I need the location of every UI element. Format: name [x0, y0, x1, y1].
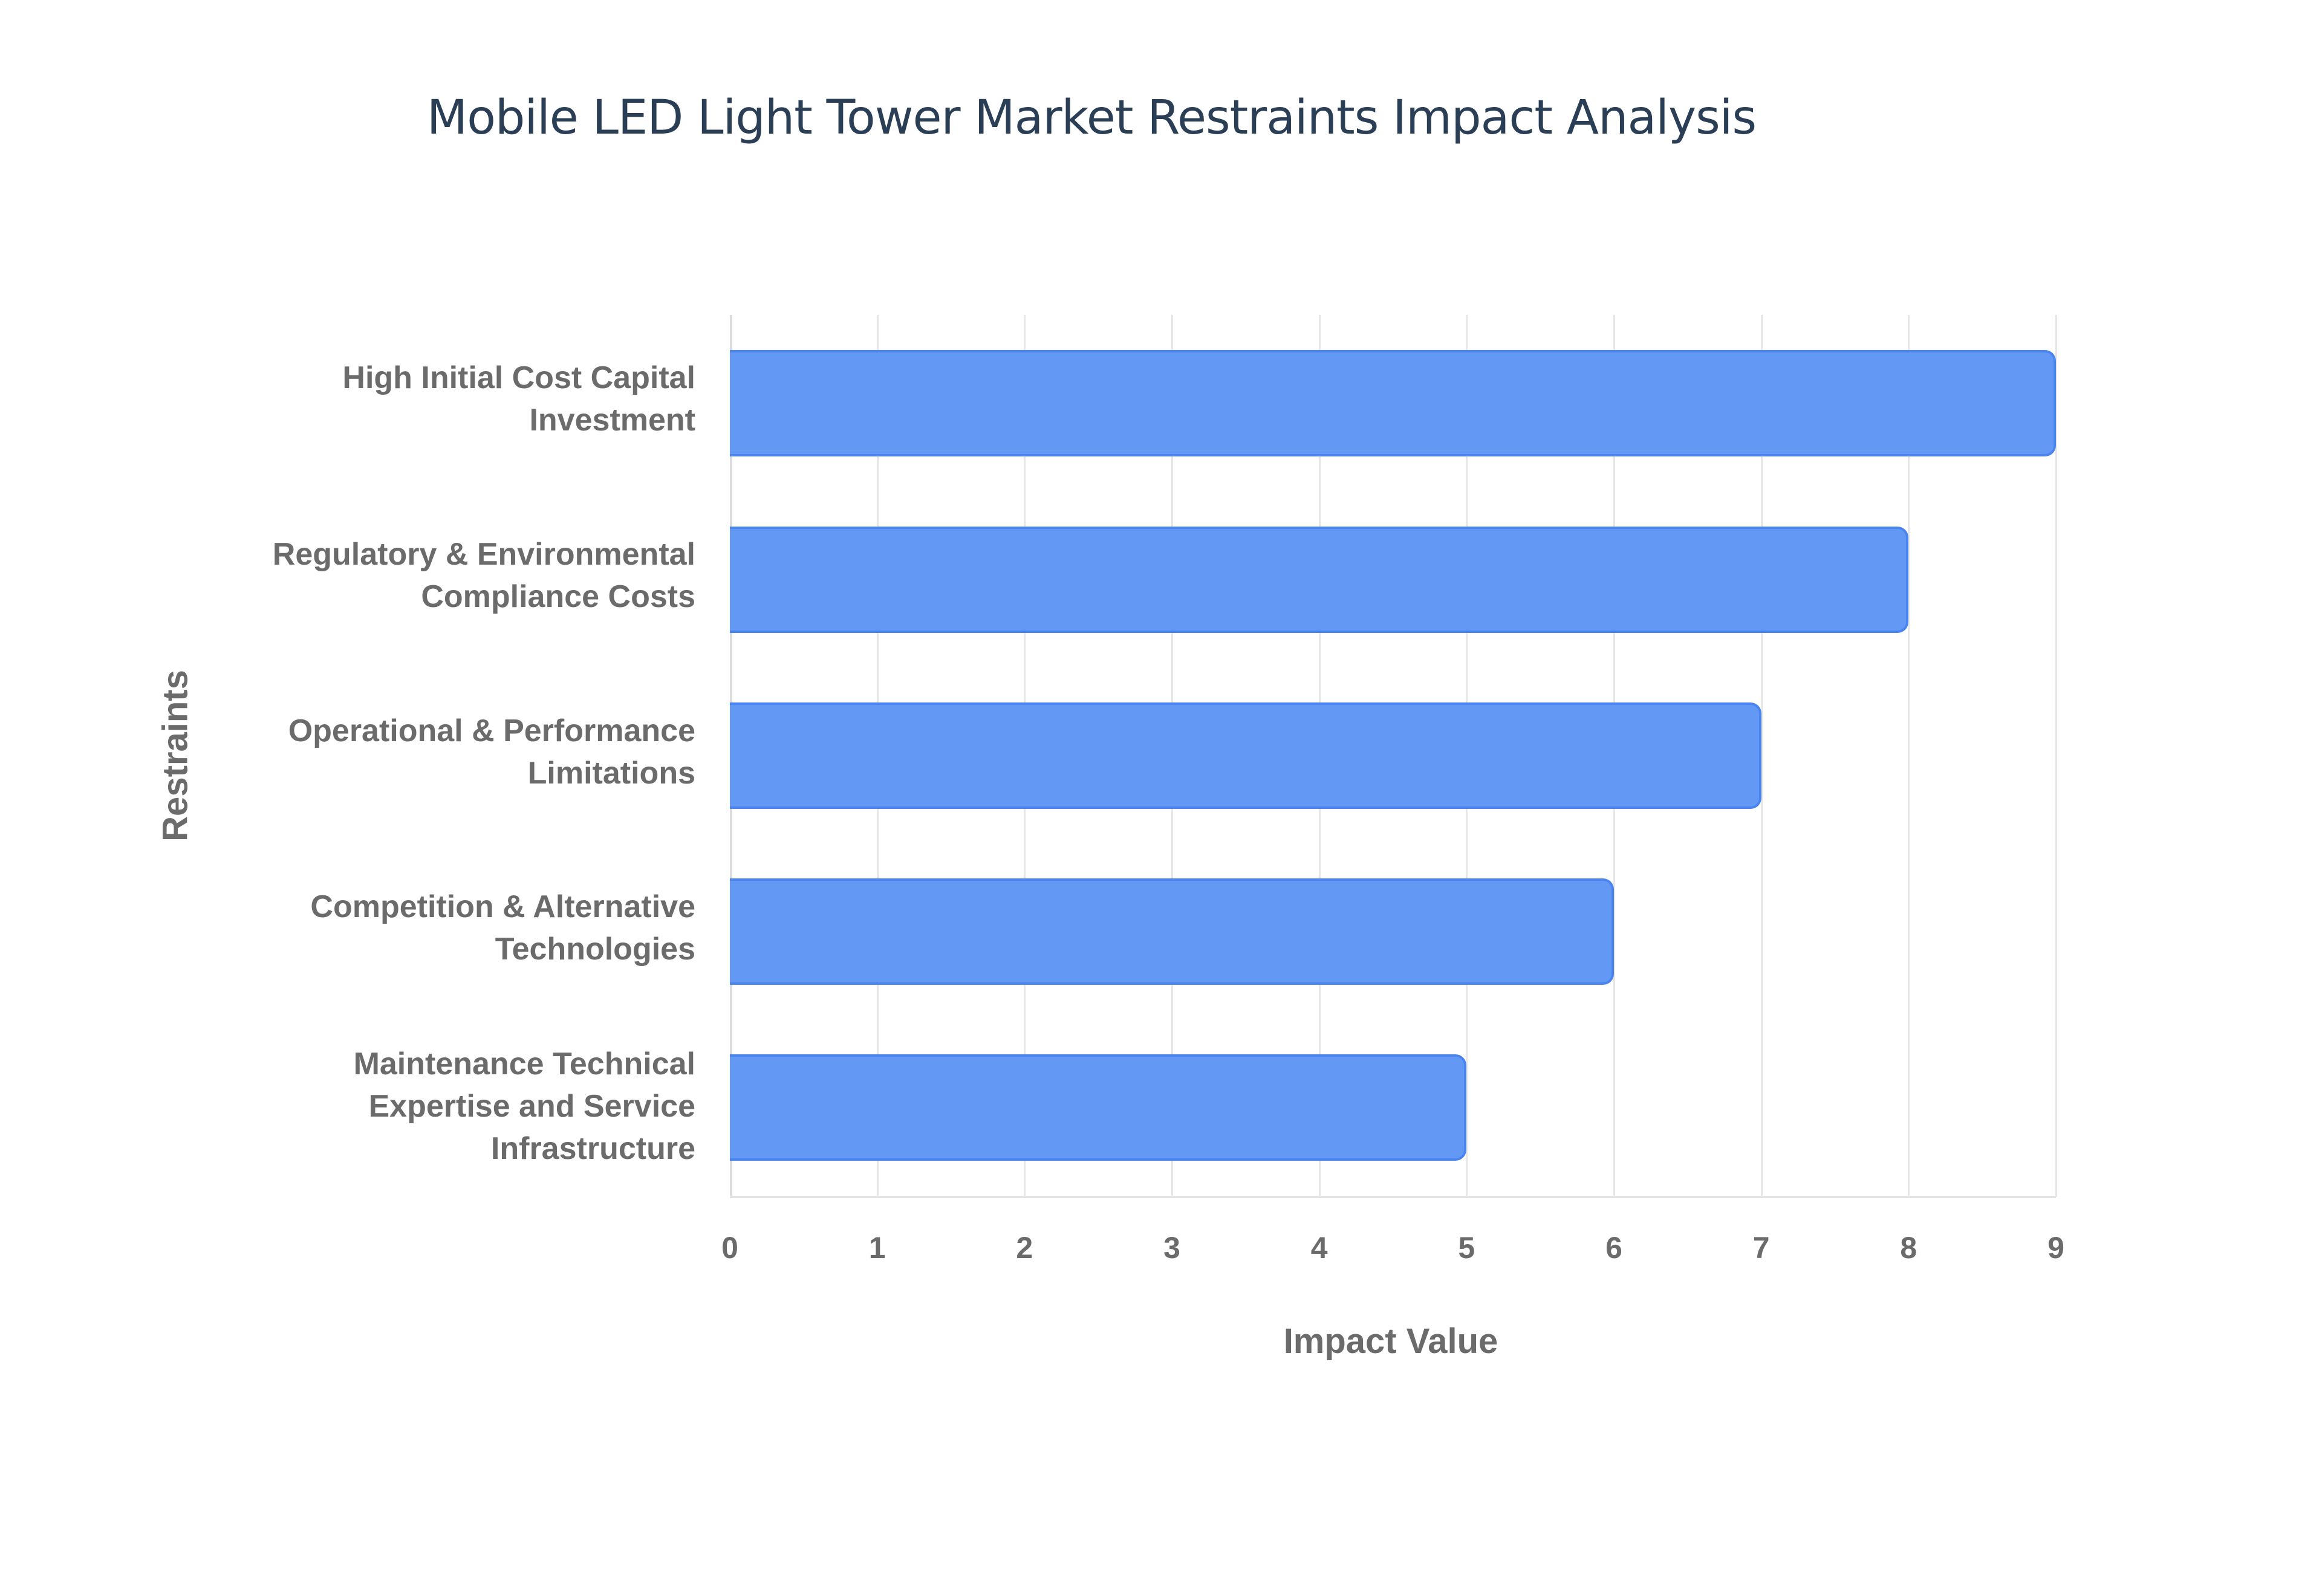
- y-axis-label: Operational & Performance Limitations: [288, 713, 695, 791]
- gridline: [1908, 315, 1910, 1197]
- y-axis-label: Competition & Alternative Technologies: [310, 889, 695, 967]
- x-axis-tick-label: 9: [2047, 1231, 2064, 1265]
- y-axis-label: Regulatory & Environmental Compliance Co…: [272, 537, 695, 614]
- gridline: [1760, 315, 1763, 1197]
- x-axis-tick-label: 7: [1752, 1231, 1770, 1265]
- x-axis-title: Impact Value: [1283, 1322, 1498, 1361]
- y-axis-label: High Initial Cost Capital Investment: [342, 360, 695, 438]
- gridline: [2055, 315, 2057, 1197]
- chart-title: Mobile LED Light Tower Market Restraints…: [426, 91, 1757, 145]
- bar[interactable]: [730, 702, 1761, 809]
- x-axis-tick-label: 2: [1016, 1231, 1033, 1265]
- x-axis-tick-label: 3: [1163, 1231, 1180, 1265]
- x-axis-tick-label: 1: [868, 1231, 886, 1265]
- plot-area: [730, 315, 2057, 1198]
- y-axis-label: Maintenance Technical Expertise and Serv…: [353, 1046, 695, 1166]
- x-axis-tick-label: 0: [721, 1231, 738, 1265]
- x-axis-tick-label: 5: [1458, 1231, 1475, 1265]
- bar[interactable]: [730, 1054, 1467, 1161]
- bar[interactable]: [730, 527, 1909, 633]
- x-axis-tick-label: 4: [1310, 1231, 1328, 1265]
- x-axis-line: [730, 1196, 2056, 1198]
- bar[interactable]: [730, 878, 1614, 985]
- x-axis-tick-label: 6: [1605, 1231, 1622, 1265]
- x-axis-tick-label: 8: [1900, 1231, 1917, 1265]
- bar[interactable]: [730, 350, 2056, 456]
